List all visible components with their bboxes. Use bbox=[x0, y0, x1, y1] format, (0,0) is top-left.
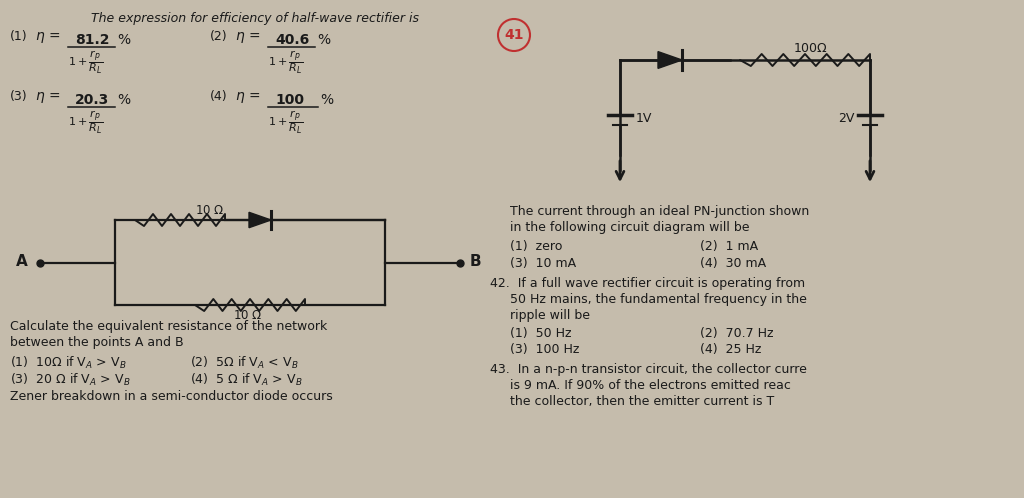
Text: 20.3: 20.3 bbox=[75, 93, 110, 107]
Text: $1+\dfrac{r_p}{R_L}$: $1+\dfrac{r_p}{R_L}$ bbox=[268, 49, 303, 77]
Text: 100$\Omega$: 100$\Omega$ bbox=[793, 42, 827, 55]
Text: in the following circuit diagram will be: in the following circuit diagram will be bbox=[510, 221, 750, 234]
Text: $1+\dfrac{r_p}{R_L}$: $1+\dfrac{r_p}{R_L}$ bbox=[68, 109, 103, 136]
Text: 2V: 2V bbox=[838, 112, 854, 124]
Text: A: A bbox=[16, 254, 28, 269]
Text: is 9 mA. If 90% of the electrons emitted reac: is 9 mA. If 90% of the electrons emitted… bbox=[510, 379, 791, 392]
Text: (3): (3) bbox=[10, 90, 28, 103]
Text: %: % bbox=[117, 33, 130, 47]
Text: $1+\dfrac{r_p}{R_L}$: $1+\dfrac{r_p}{R_L}$ bbox=[268, 109, 303, 136]
Text: (2)  5$\Omega$ if V$_A$ < V$_B$: (2) 5$\Omega$ if V$_A$ < V$_B$ bbox=[190, 355, 299, 371]
Text: (4)  5 $\Omega$ if V$_A$ > V$_B$: (4) 5 $\Omega$ if V$_A$ > V$_B$ bbox=[190, 372, 302, 388]
Text: (2): (2) bbox=[210, 30, 227, 43]
Text: %: % bbox=[117, 93, 130, 107]
Text: $\eta\,=\,$: $\eta\,=\,$ bbox=[234, 90, 261, 105]
Polygon shape bbox=[249, 212, 271, 228]
Text: 41: 41 bbox=[504, 28, 523, 42]
Text: (4): (4) bbox=[210, 90, 227, 103]
Polygon shape bbox=[658, 52, 682, 68]
Text: 100: 100 bbox=[275, 93, 304, 107]
Text: %: % bbox=[319, 93, 333, 107]
Text: The expression for efficiency of half-wave rectifier is: The expression for efficiency of half-wa… bbox=[91, 12, 419, 25]
Text: $\eta\,=\,$: $\eta\,=\,$ bbox=[35, 90, 60, 105]
Text: (4)  30 mA: (4) 30 mA bbox=[700, 257, 766, 270]
Text: Zener breakdown in a semi-conductor diode occurs: Zener breakdown in a semi-conductor diod… bbox=[10, 390, 333, 403]
Text: (1)  zero: (1) zero bbox=[510, 240, 562, 253]
Text: 50 Hz mains, the fundamental frequency in the: 50 Hz mains, the fundamental frequency i… bbox=[510, 293, 807, 306]
Text: (3)  10 mA: (3) 10 mA bbox=[510, 257, 577, 270]
Text: %: % bbox=[317, 33, 330, 47]
Text: Calculate the equivalent resistance of the network: Calculate the equivalent resistance of t… bbox=[10, 320, 328, 333]
Text: ripple will be: ripple will be bbox=[510, 309, 590, 322]
Text: (4)  25 Hz: (4) 25 Hz bbox=[700, 343, 762, 356]
Text: $\eta\,=\,$: $\eta\,=\,$ bbox=[35, 30, 60, 45]
Text: (3)  100 Hz: (3) 100 Hz bbox=[510, 343, 580, 356]
Text: 10 $\Omega$: 10 $\Omega$ bbox=[233, 309, 262, 322]
Text: 42.  If a full wave rectifier circuit is operating from: 42. If a full wave rectifier circuit is … bbox=[490, 277, 805, 290]
Text: (1)  10$\Omega$ if V$_A$ > V$_B$: (1) 10$\Omega$ if V$_A$ > V$_B$ bbox=[10, 355, 127, 371]
Text: between the points A and B: between the points A and B bbox=[10, 336, 183, 349]
Text: 10 $\Omega$: 10 $\Omega$ bbox=[196, 204, 224, 217]
Text: (1)  50 Hz: (1) 50 Hz bbox=[510, 327, 571, 340]
Text: $\eta\,=\,$: $\eta\,=\,$ bbox=[234, 30, 261, 45]
Text: 1V: 1V bbox=[636, 112, 652, 124]
Text: 40.6: 40.6 bbox=[275, 33, 309, 47]
Text: 43.  In a n-p-n transistor circuit, the collector curre: 43. In a n-p-n transistor circuit, the c… bbox=[490, 363, 807, 376]
Text: The current through an ideal PN-junction shown: The current through an ideal PN-junction… bbox=[510, 205, 809, 218]
Text: 81.2: 81.2 bbox=[75, 33, 110, 47]
Text: B: B bbox=[470, 254, 481, 269]
Text: the collector, then the emitter current is T: the collector, then the emitter current … bbox=[510, 395, 774, 408]
Text: (1): (1) bbox=[10, 30, 28, 43]
Text: (3)  20 $\Omega$ if V$_A$ > V$_B$: (3) 20 $\Omega$ if V$_A$ > V$_B$ bbox=[10, 372, 130, 388]
Text: $1+\dfrac{r_p}{R_L}$: $1+\dfrac{r_p}{R_L}$ bbox=[68, 49, 103, 77]
Text: (2)  1 mA: (2) 1 mA bbox=[700, 240, 758, 253]
Text: (2)  70.7 Hz: (2) 70.7 Hz bbox=[700, 327, 773, 340]
